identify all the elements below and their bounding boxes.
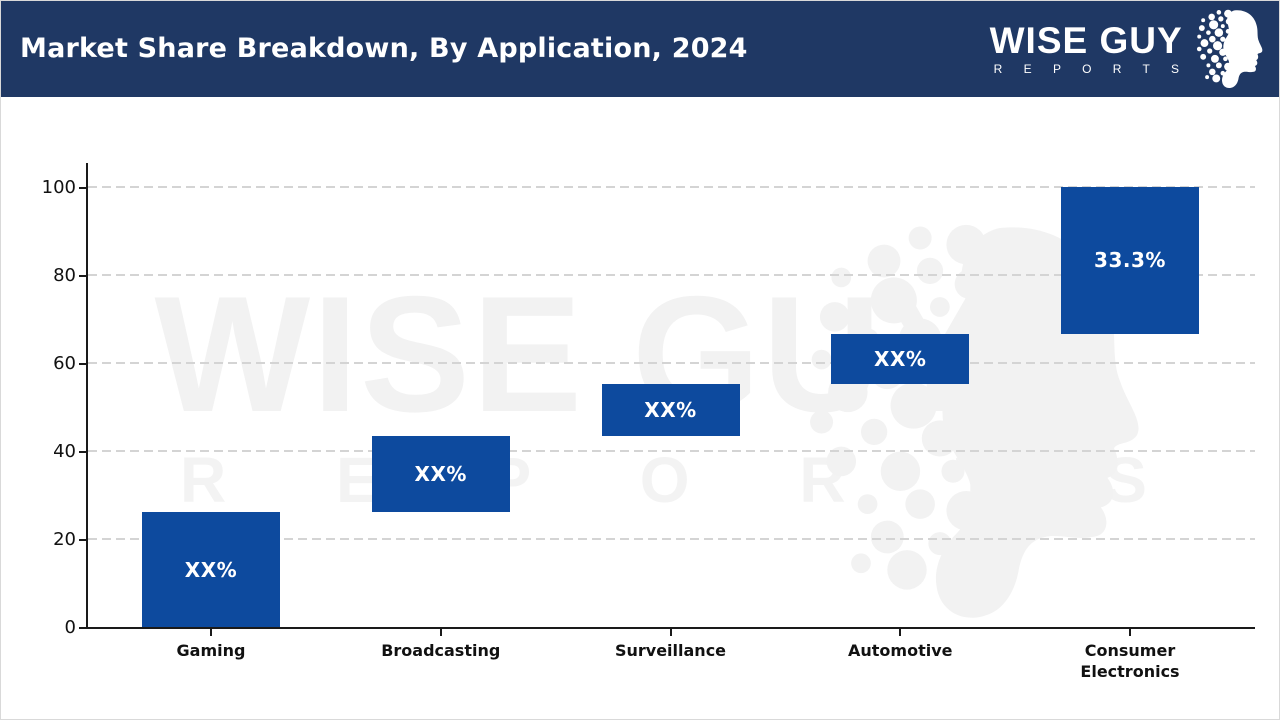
page-title: Market Share Breakdown, By Application, …: [20, 33, 748, 64]
x-tick-3: [899, 629, 902, 636]
bar-gaming: XX%: [142, 512, 280, 627]
x-tick-2: [669, 629, 672, 636]
bar-value-label: XX%: [874, 346, 927, 371]
y-tick-label-20: 20: [53, 529, 76, 550]
bar-value-label: XX%: [644, 398, 697, 423]
gridline-y100: [88, 186, 1255, 188]
y-tick-label-80: 80: [53, 265, 76, 286]
gridline-y20: [88, 538, 1255, 540]
y-tick-0: [79, 627, 86, 629]
gridline-y40: [88, 450, 1255, 452]
x-category-label: Gaming: [176, 641, 246, 660]
logo-tagline: R E P O R T S: [993, 61, 1188, 76]
y-tick-label-100: 100: [41, 177, 76, 198]
gridline-y80: [88, 274, 1255, 276]
x-category-label: Surveillance: [614, 641, 727, 660]
wiseguy-head-icon: [1194, 7, 1266, 91]
x-tick-1: [439, 629, 442, 636]
bar-broadcasting: XX%: [371, 436, 510, 513]
y-tick-label-60: 60: [53, 353, 76, 374]
y-axis-line: [86, 163, 88, 629]
x-tick-4: [1129, 629, 1131, 636]
wiseguy-logo: WISE GUY R E P O R T S: [990, 7, 1280, 91]
bar-consumer-electronics: 33.3%: [1061, 187, 1199, 334]
header-bar: Market Share Breakdown, By Application, …: [0, 0, 1280, 97]
y-tick-80: [79, 275, 86, 277]
bar-surveillance: XX%: [601, 384, 740, 437]
gridline-y60: [88, 362, 1255, 364]
x-tick-0: [210, 629, 212, 636]
y-tick-60: [79, 363, 86, 365]
bar-value-label: XX%: [184, 557, 238, 582]
x-category-label: Consumer Electronics: [1080, 641, 1180, 681]
bar-automotive: XX%: [831, 333, 970, 385]
y-tick-label-40: 40: [53, 441, 76, 462]
y-tick-100: [79, 187, 86, 189]
y-tick-40: [79, 451, 86, 453]
bar-value-label: 33.3%: [1094, 248, 1166, 273]
x-category-label: Broadcasting: [381, 641, 501, 660]
x-axis-line: [86, 627, 1255, 629]
logo-text: WISE GUY R E P O R T S: [990, 22, 1188, 76]
y-tick-label-0: 0: [64, 617, 76, 638]
bar-value-label: XX%: [414, 462, 467, 487]
y-tick-20: [79, 539, 86, 541]
x-category-label: Automotive: [848, 641, 953, 660]
logo-name: WISE GUY: [989, 19, 1183, 61]
